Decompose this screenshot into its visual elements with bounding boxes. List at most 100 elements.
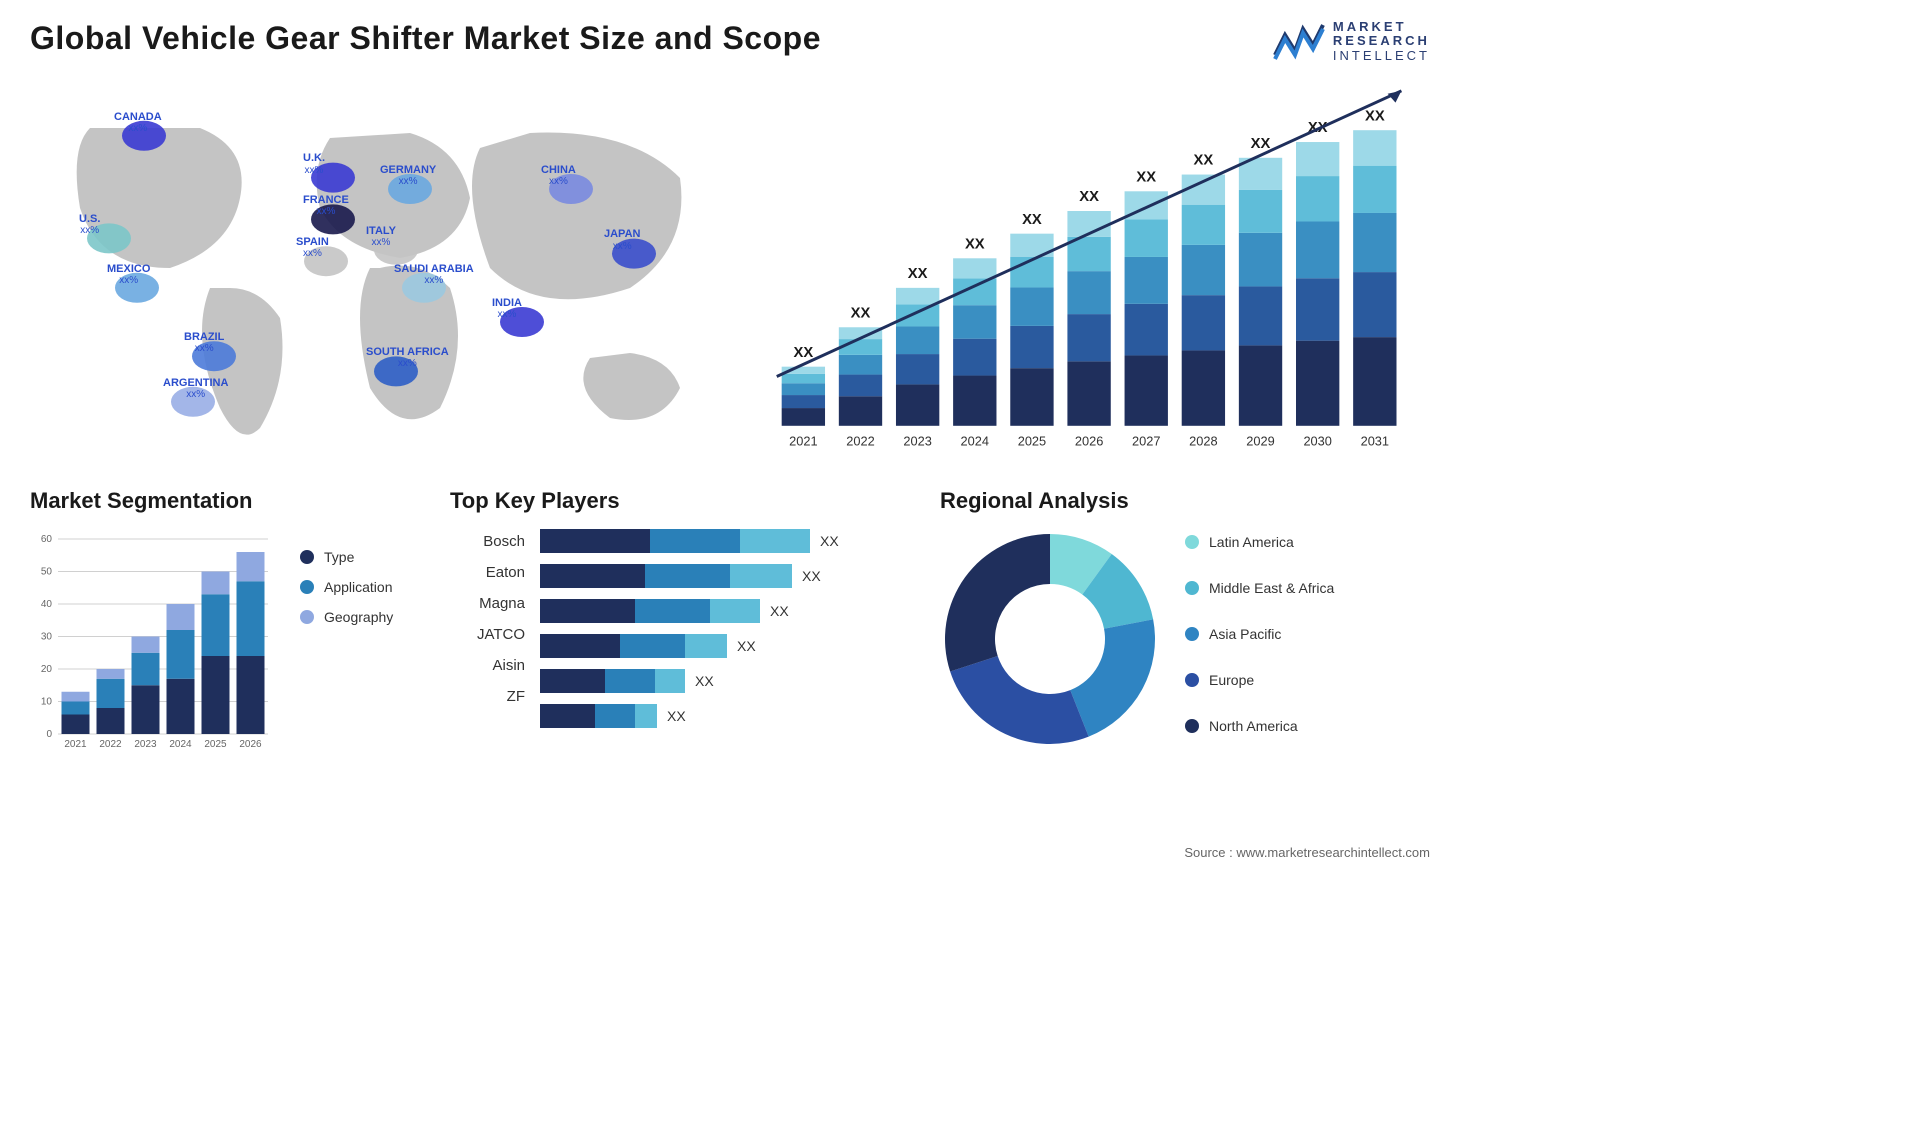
regional-legend-middle-east---africa: Middle East & Africa xyxy=(1185,580,1430,596)
regional-title: Regional Analysis xyxy=(940,488,1430,514)
seg-legend-application: Application xyxy=(300,579,430,595)
svg-text:0: 0 xyxy=(46,729,52,740)
map-label-canada: CANADAxx% xyxy=(114,111,162,134)
player-name-aisin: Aisin xyxy=(450,657,525,674)
players-bars: XXXXXXXXXXXX xyxy=(540,529,920,728)
svg-text:XX: XX xyxy=(794,345,814,361)
player-name-zf: ZF xyxy=(450,688,525,705)
brand-logo: MARKET RESEARCH INTELLECT xyxy=(1273,20,1430,63)
svg-text:60: 60 xyxy=(41,534,53,545)
svg-text:2024: 2024 xyxy=(961,433,989,448)
player-bar-segment xyxy=(540,599,635,623)
player-bar-row: XX xyxy=(540,704,920,728)
map-label-u-k-: U.K.xx% xyxy=(303,152,325,175)
player-bar-row: XX xyxy=(540,669,920,693)
player-bar-segment xyxy=(730,564,792,588)
segmentation-panel: Market Segmentation 01020304050602021202… xyxy=(30,488,430,778)
player-bar xyxy=(540,564,792,588)
player-bar xyxy=(540,529,810,553)
svg-text:XX: XX xyxy=(1365,108,1385,124)
svg-text:10: 10 xyxy=(41,696,53,707)
svg-text:2021: 2021 xyxy=(789,433,817,448)
svg-text:2031: 2031 xyxy=(1361,433,1389,448)
svg-text:XX: XX xyxy=(908,266,928,282)
svg-text:2026: 2026 xyxy=(1075,433,1103,448)
player-value: XX xyxy=(737,638,756,654)
logo-icon xyxy=(1273,21,1325,61)
svg-text:2026: 2026 xyxy=(239,739,262,750)
player-bar xyxy=(540,634,727,658)
map-label-japan: JAPANxx% xyxy=(604,228,640,251)
growth-chart-svg: XX2021XX2022XX2023XX2024XX2025XX2026XX20… xyxy=(760,88,1430,468)
legend-label: Middle East & Africa xyxy=(1209,580,1334,596)
logo-text-1: MARKET xyxy=(1333,20,1430,34)
legend-label: Application xyxy=(324,579,393,595)
regional-legend-europe: Europe xyxy=(1185,672,1430,688)
player-value: XX xyxy=(770,603,789,619)
svg-text:2030: 2030 xyxy=(1303,433,1331,448)
svg-text:2022: 2022 xyxy=(99,739,122,750)
legend-label: Geography xyxy=(324,609,393,625)
player-bar xyxy=(540,704,657,728)
map-label-u-s-: U.S.xx% xyxy=(79,213,100,236)
map-label-india: INDIAxx% xyxy=(492,297,522,320)
legend-dot-icon xyxy=(1185,581,1199,595)
map-label-south-africa: SOUTH AFRICAxx% xyxy=(366,346,449,369)
segmentation-legend: TypeApplicationGeography xyxy=(300,529,430,759)
legend-dot-icon xyxy=(1185,535,1199,549)
seg-legend-geography: Geography xyxy=(300,609,430,625)
player-bar-segment xyxy=(635,599,710,623)
player-bar-segment xyxy=(540,529,650,553)
legend-label: Latin America xyxy=(1209,534,1294,550)
player-bar-segment xyxy=(620,634,685,658)
player-value: XX xyxy=(820,533,839,549)
regional-donut-svg xyxy=(940,529,1160,749)
player-bar-segment xyxy=(685,634,727,658)
player-bar-row: XX xyxy=(540,529,920,553)
player-bar-segment xyxy=(540,704,595,728)
regional-legend-latin-america: Latin America xyxy=(1185,534,1430,550)
svg-text:20: 20 xyxy=(41,664,53,675)
svg-text:2027: 2027 xyxy=(1132,433,1160,448)
svg-text:50: 50 xyxy=(41,566,53,577)
player-name-bosch: Bosch xyxy=(450,533,525,550)
logo-text-3: INTELLECT xyxy=(1333,49,1430,63)
legend-label: Europe xyxy=(1209,672,1254,688)
player-bar-segment xyxy=(710,599,760,623)
svg-text:XX: XX xyxy=(1194,153,1214,169)
svg-text:2022: 2022 xyxy=(846,433,874,448)
player-bar-segment xyxy=(540,564,645,588)
player-name-eaton: Eaton xyxy=(450,564,525,581)
player-bar-segment xyxy=(645,564,730,588)
source-text: Source : www.marketresearchintellect.com xyxy=(1184,845,1430,860)
player-bar-segment xyxy=(655,669,685,693)
player-bar xyxy=(540,599,760,623)
regional-legend: Latin America Middle East & Africa Asia Pa… xyxy=(1185,529,1430,748)
legend-label: North America xyxy=(1209,718,1298,734)
player-value: XX xyxy=(667,708,686,724)
player-bar-segment xyxy=(740,529,810,553)
svg-text:2025: 2025 xyxy=(1018,433,1046,448)
svg-text:XX: XX xyxy=(851,305,871,321)
svg-text:40: 40 xyxy=(41,599,53,610)
map-label-china: CHINAxx% xyxy=(541,164,576,187)
legend-label: Asia Pacific xyxy=(1209,626,1281,642)
map-label-saudi-arabia: SAUDI ARABIAxx% xyxy=(394,263,474,286)
growth-chart-panel: XX2021XX2022XX2023XX2024XX2025XX2026XX20… xyxy=(760,88,1430,468)
player-bar-segment xyxy=(650,529,740,553)
player-bar-segment xyxy=(540,634,620,658)
player-bar-row: XX xyxy=(540,634,920,658)
map-label-germany: GERMANYxx% xyxy=(380,164,436,187)
legend-dot-icon xyxy=(1185,627,1199,641)
players-names: BoschEatonMagnaJATCOAisinZF xyxy=(450,529,525,728)
svg-text:XX: XX xyxy=(1251,136,1271,152)
regional-legend-asia-pacific: Asia Pacific xyxy=(1185,626,1430,642)
legend-dot-icon xyxy=(300,610,314,624)
legend-dot-icon xyxy=(1185,719,1199,733)
legend-dot-icon xyxy=(300,550,314,564)
svg-text:2028: 2028 xyxy=(1189,433,1217,448)
legend-dot-icon xyxy=(1185,673,1199,687)
legend-dot-icon xyxy=(300,580,314,594)
svg-text:2029: 2029 xyxy=(1246,433,1274,448)
player-name-jatco: JATCO xyxy=(450,626,525,643)
